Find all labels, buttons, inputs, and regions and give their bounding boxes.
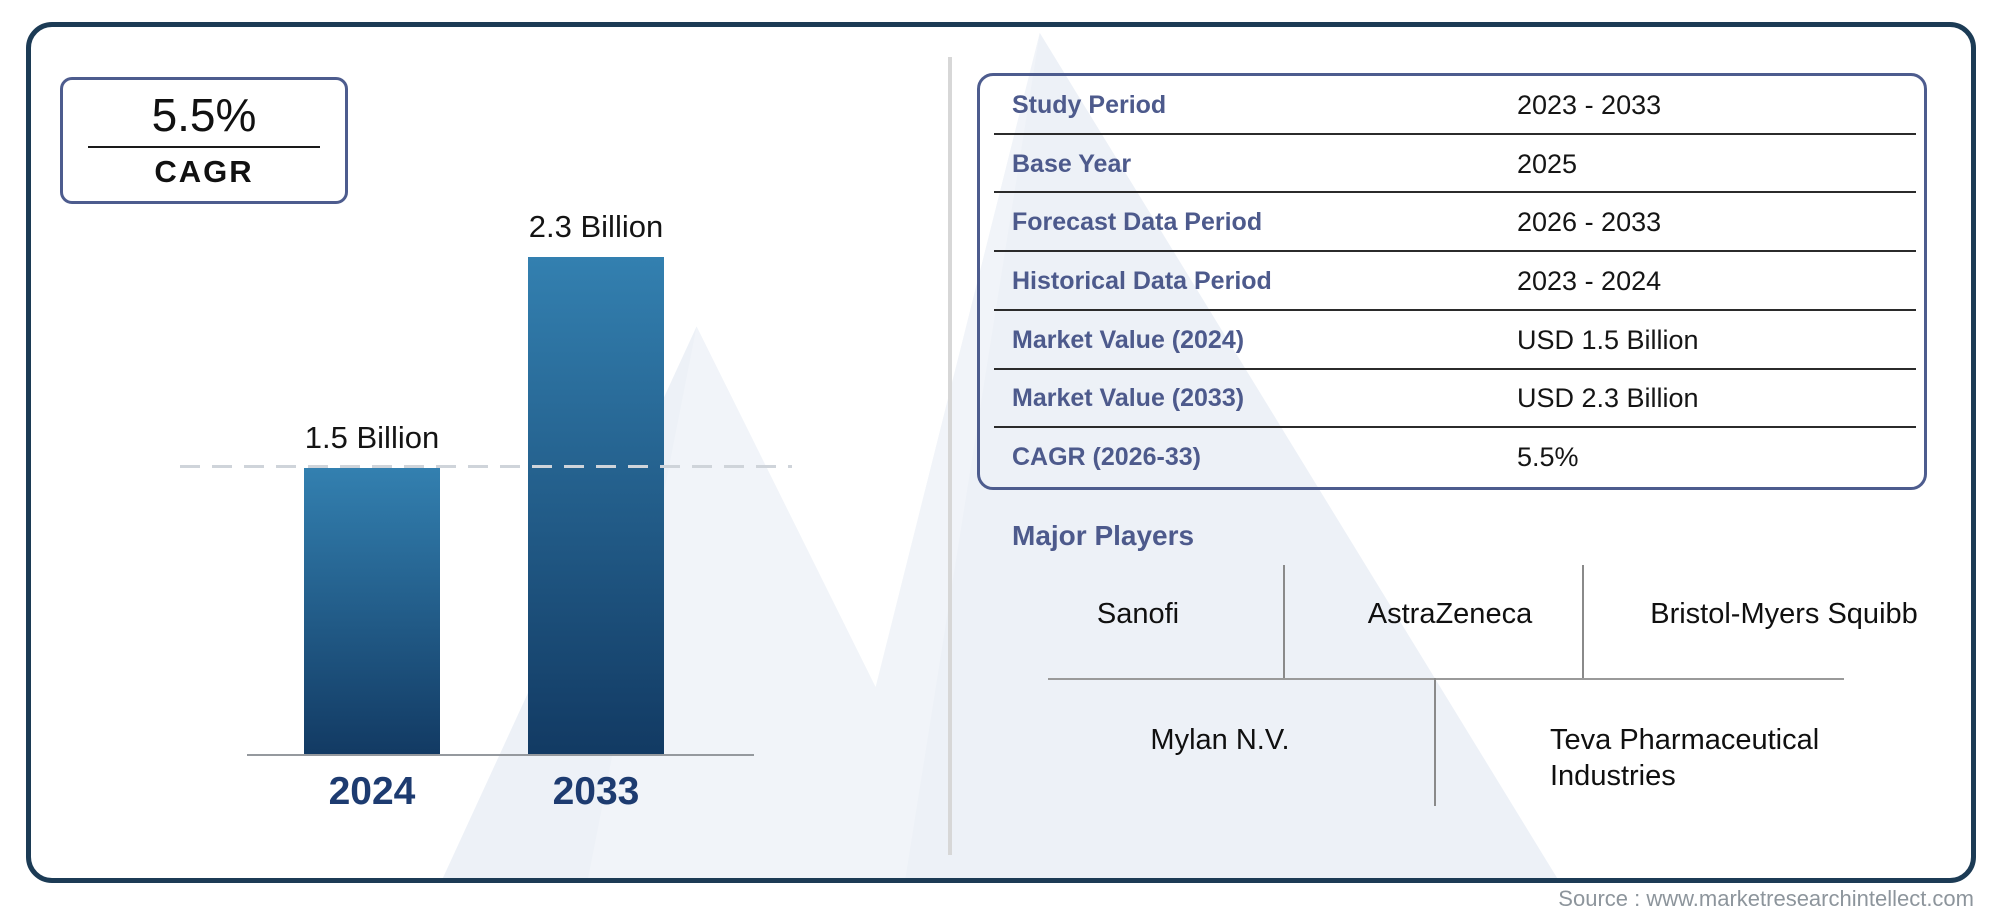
- table-row: CAGR (2026-33) 5.5%: [980, 428, 1924, 487]
- table-row-value: 5.5%: [1517, 442, 1579, 473]
- table-row-label: Historical Data Period: [1012, 267, 1272, 296]
- bar-2024: [304, 468, 440, 755]
- cagr-label: CAGR: [154, 154, 254, 190]
- vertical-split-divider: [948, 57, 952, 855]
- player-astrazeneca: AstraZeneca: [1367, 598, 1533, 630]
- table-row: Base Year 2025: [980, 135, 1924, 194]
- table-row-label: Study Period: [1012, 90, 1167, 119]
- cagr-value: 5.5%: [151, 88, 257, 141]
- category-label-2024: 2024: [328, 770, 416, 813]
- player-mylan: Mylan N.V.: [1150, 724, 1290, 756]
- table-row: Study Period 2023 - 2033: [980, 76, 1924, 135]
- table-row-value: USD 2.3 Billion: [1517, 383, 1699, 414]
- category-label-2033: 2033: [552, 770, 640, 813]
- players-divider-horizontal: [1048, 678, 1844, 680]
- mountain-watermark-icon: [442, 32, 1558, 878]
- table-row-label: Market Value (2033): [1012, 384, 1245, 413]
- table-row: Forecast Data Period 2026 - 2033: [980, 193, 1924, 252]
- major-players-title: Major Players: [1012, 520, 1195, 551]
- bar-value-label-2024: 1.5 Billion: [304, 420, 440, 455]
- bar-2033: [528, 257, 664, 755]
- players-divider-vertical-3: [1434, 678, 1436, 806]
- player-bristol-myers-squibb: Bristol-Myers Squibb: [1650, 598, 1918, 630]
- table-row-value: 2023 - 2033: [1517, 89, 1662, 120]
- table-row-label: Market Value (2024): [1012, 325, 1245, 354]
- chart-baseline: [247, 754, 754, 756]
- cagr-divider: [88, 146, 320, 149]
- table-row-value: 2026 - 2033: [1517, 207, 1662, 238]
- bar-value-label-2033: 2.3 Billion: [528, 209, 664, 244]
- dashed-reference-line: [180, 465, 792, 468]
- table-row: Market Value (2033) USD 2.3 Billion: [980, 370, 1924, 429]
- table-row: Historical Data Period 2023 - 2024: [980, 252, 1924, 311]
- players-divider-vertical-2: [1582, 565, 1584, 678]
- player-teva: Teva Pharmaceutical Industries: [1550, 724, 1820, 793]
- player-sanofi: Sanofi: [1096, 598, 1180, 630]
- table-row-value: 2025: [1517, 148, 1578, 179]
- table-row-value: 2023 - 2024: [1517, 266, 1662, 297]
- table-row-label: CAGR (2026-33): [1012, 443, 1201, 472]
- table-row-value: USD 1.5 Billion: [1517, 324, 1699, 355]
- source-link[interactable]: Source : www.marketresearchintellect.com: [1558, 886, 1974, 911]
- info-table: Study Period 2023 - 2033 Base Year 2025 …: [977, 73, 1927, 490]
- players-divider-vertical-1: [1283, 565, 1285, 678]
- table-row: Market Value (2024) USD 1.5 Billion: [980, 311, 1924, 370]
- cagr-box: 5.5% CAGR: [60, 77, 348, 204]
- table-row-label: Base Year: [1012, 149, 1132, 178]
- table-row-label: Forecast Data Period: [1012, 208, 1263, 237]
